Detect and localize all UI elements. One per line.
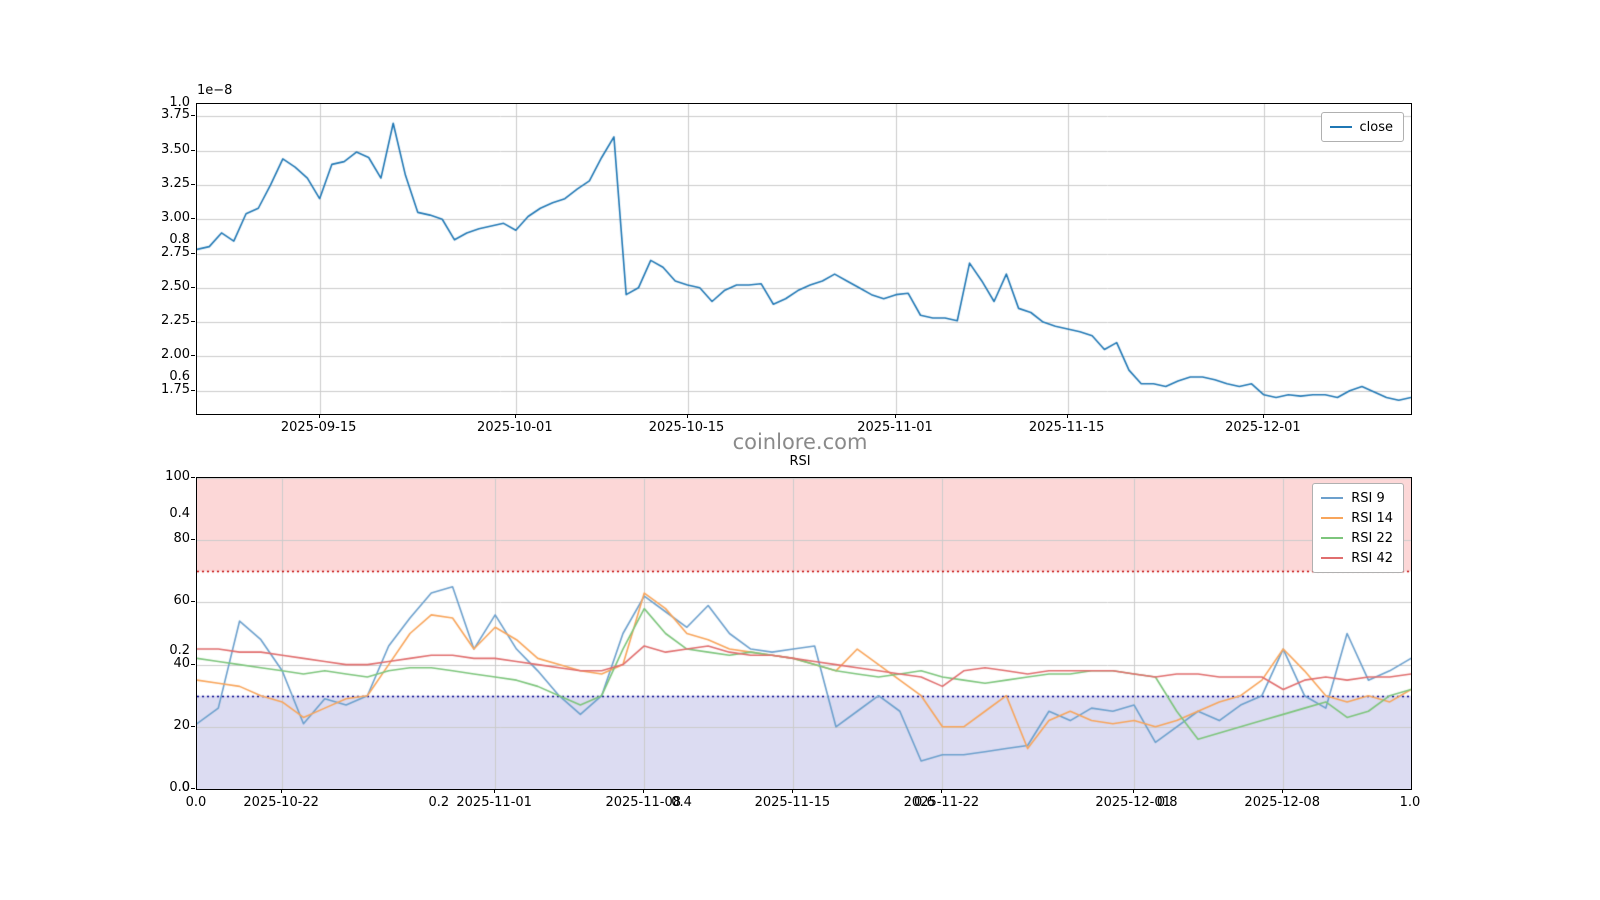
rsi-x-tick-label: 2025-12-08	[1244, 795, 1320, 810]
price-y-tick-mark	[191, 149, 195, 151]
rsi-x-tick-mark	[643, 789, 645, 793]
price-y-tick-label: 1.75	[161, 381, 190, 397]
rsi-chart-title: RSI	[789, 454, 811, 469]
rsi-y-tick-mark	[191, 601, 195, 603]
rsi-x-tick-label: 2025-11-08	[605, 795, 682, 810]
legend-item-rsi42: RSI 42	[1321, 548, 1393, 568]
rsi42-line-sample	[1321, 557, 1344, 559]
price-chart-canvas	[197, 104, 1411, 414]
hidden-x-tick-label: 0.8	[1156, 795, 1178, 810]
rsi-x-tick-mark	[281, 789, 283, 793]
legend-label-rsi9: RSI 9	[1351, 490, 1385, 506]
hidden-y-tick-label: 0.0	[169, 780, 190, 795]
price-x-tick-label: 2025-10-01	[477, 420, 553, 435]
hidden-y-tick-label: 1.0	[169, 95, 190, 110]
watermark: coinlore.com	[732, 430, 868, 454]
price-x-tick-label: 2025-10-15	[648, 420, 725, 435]
rsi22-line-sample	[1321, 537, 1344, 539]
rsi-y-tick-mark	[191, 477, 195, 478]
rsi-x-tick-label: 2025-11-15	[754, 795, 831, 810]
price-y-tick-label: 2.00	[161, 347, 190, 363]
hidden-y-tick-label: 0.4	[169, 506, 190, 521]
hidden-y-tick-label: 0.8	[169, 232, 190, 247]
rsi-legend: RSI 9 RSI 14 RSI 22 RSI 42	[1312, 483, 1404, 573]
price-y-tick-label: 3.50	[161, 141, 190, 157]
rsi9-line-sample	[1321, 497, 1344, 499]
rsi-x-tick-label: 2025-10-22	[243, 795, 319, 810]
price-y-tick-mark	[191, 389, 195, 391]
price-x-tick-mark	[514, 414, 516, 418]
price-x-tick-label: 2025-09-15	[280, 420, 357, 435]
hidden-x-tick-label: 0.0	[185, 795, 207, 810]
hidden-x-tick-label: 0.2	[428, 795, 450, 810]
rsi-chart	[196, 477, 1412, 790]
rsi-x-tick-label: 2025-11-01	[456, 795, 532, 810]
price-y-tick-label: 3.75	[161, 107, 190, 123]
rsi-y-tick-mark	[191, 539, 195, 541]
rsi-y-tick-label: 0	[181, 780, 190, 795]
price-legend: close	[1320, 112, 1404, 142]
legend-item-rsi22: RSI 22	[1321, 528, 1393, 548]
legend-label-close: close	[1359, 119, 1393, 135]
price-y-tick-mark	[191, 286, 195, 288]
rsi-y-tick-label: 60	[173, 593, 190, 609]
rsi-x-tick-mark	[494, 789, 496, 793]
price-y-tick-mark	[191, 115, 195, 117]
rsi14-line-sample	[1321, 517, 1344, 519]
legend-item-rsi9: RSI 9	[1321, 488, 1393, 508]
price-x-tick-mark	[1066, 414, 1068, 418]
rsi-x-tick-label: 2025-12-01	[1095, 795, 1171, 810]
rsi-y-tick-label: 40	[173, 655, 190, 671]
legend-item-rsi14: RSI 14	[1321, 508, 1393, 528]
price-y-tick-mark	[191, 355, 195, 357]
rsi-x-tick-mark	[1282, 789, 1284, 793]
price-x-tick-label: 2025-12-01	[1225, 420, 1301, 435]
price-x-tick-label: 2025-11-15	[1028, 420, 1105, 435]
price-x-tick-label: 2025-11-01	[857, 420, 933, 435]
rsi-x-tick-mark	[1133, 789, 1135, 793]
rsi-x-tick-label: 2025-11-22	[903, 795, 980, 810]
hidden-x-tick-label: 0.6	[914, 795, 935, 810]
rsi-y-tick-mark	[191, 663, 195, 665]
rsi-y-tick-label: 20	[173, 717, 190, 733]
hidden-x-tick-label: 0.4	[671, 795, 692, 810]
legend-label-rsi22: RSI 22	[1351, 530, 1393, 546]
hidden-x-tick-label: 1.0	[1399, 795, 1421, 810]
close-line-sample	[1329, 126, 1352, 128]
legend-item-close: close	[1329, 117, 1393, 137]
price-x-tick-mark	[894, 414, 896, 418]
rsi-y-tick-label: 80	[173, 531, 190, 547]
price-y-tick-label: 2.50	[161, 278, 190, 294]
price-y-tick-label: 2.75	[161, 244, 190, 260]
hidden-y-tick-label: 0.2	[169, 643, 190, 658]
price-y-tick-mark	[191, 218, 195, 220]
legend-label-rsi14: RSI 14	[1351, 510, 1393, 526]
price-x-tick-mark	[686, 414, 688, 418]
price-y-tick-label: 2.25	[161, 313, 190, 329]
price-chart	[196, 103, 1412, 415]
rsi-y-tick-mark	[191, 788, 195, 789]
y-axis-offset-label: 1e−8	[197, 83, 233, 98]
rsi-x-tick-mark	[792, 789, 794, 793]
price-x-tick-mark	[1262, 414, 1264, 418]
price-y-tick-mark	[191, 252, 195, 254]
rsi-y-tick-mark	[191, 725, 195, 727]
hidden-y-tick-label: 0.6	[169, 369, 190, 384]
price-y-tick-label: 3.00	[161, 210, 190, 226]
rsi-chart-canvas	[197, 478, 1411, 789]
legend-label-rsi42: RSI 42	[1351, 550, 1393, 566]
price-x-tick-mark	[318, 414, 320, 418]
price-y-tick-label: 3.25	[161, 175, 190, 191]
price-y-tick-mark	[191, 183, 195, 185]
price-y-tick-mark	[191, 321, 195, 323]
rsi-y-tick-label: 100	[165, 469, 190, 484]
rsi-x-tick-mark	[941, 789, 943, 793]
